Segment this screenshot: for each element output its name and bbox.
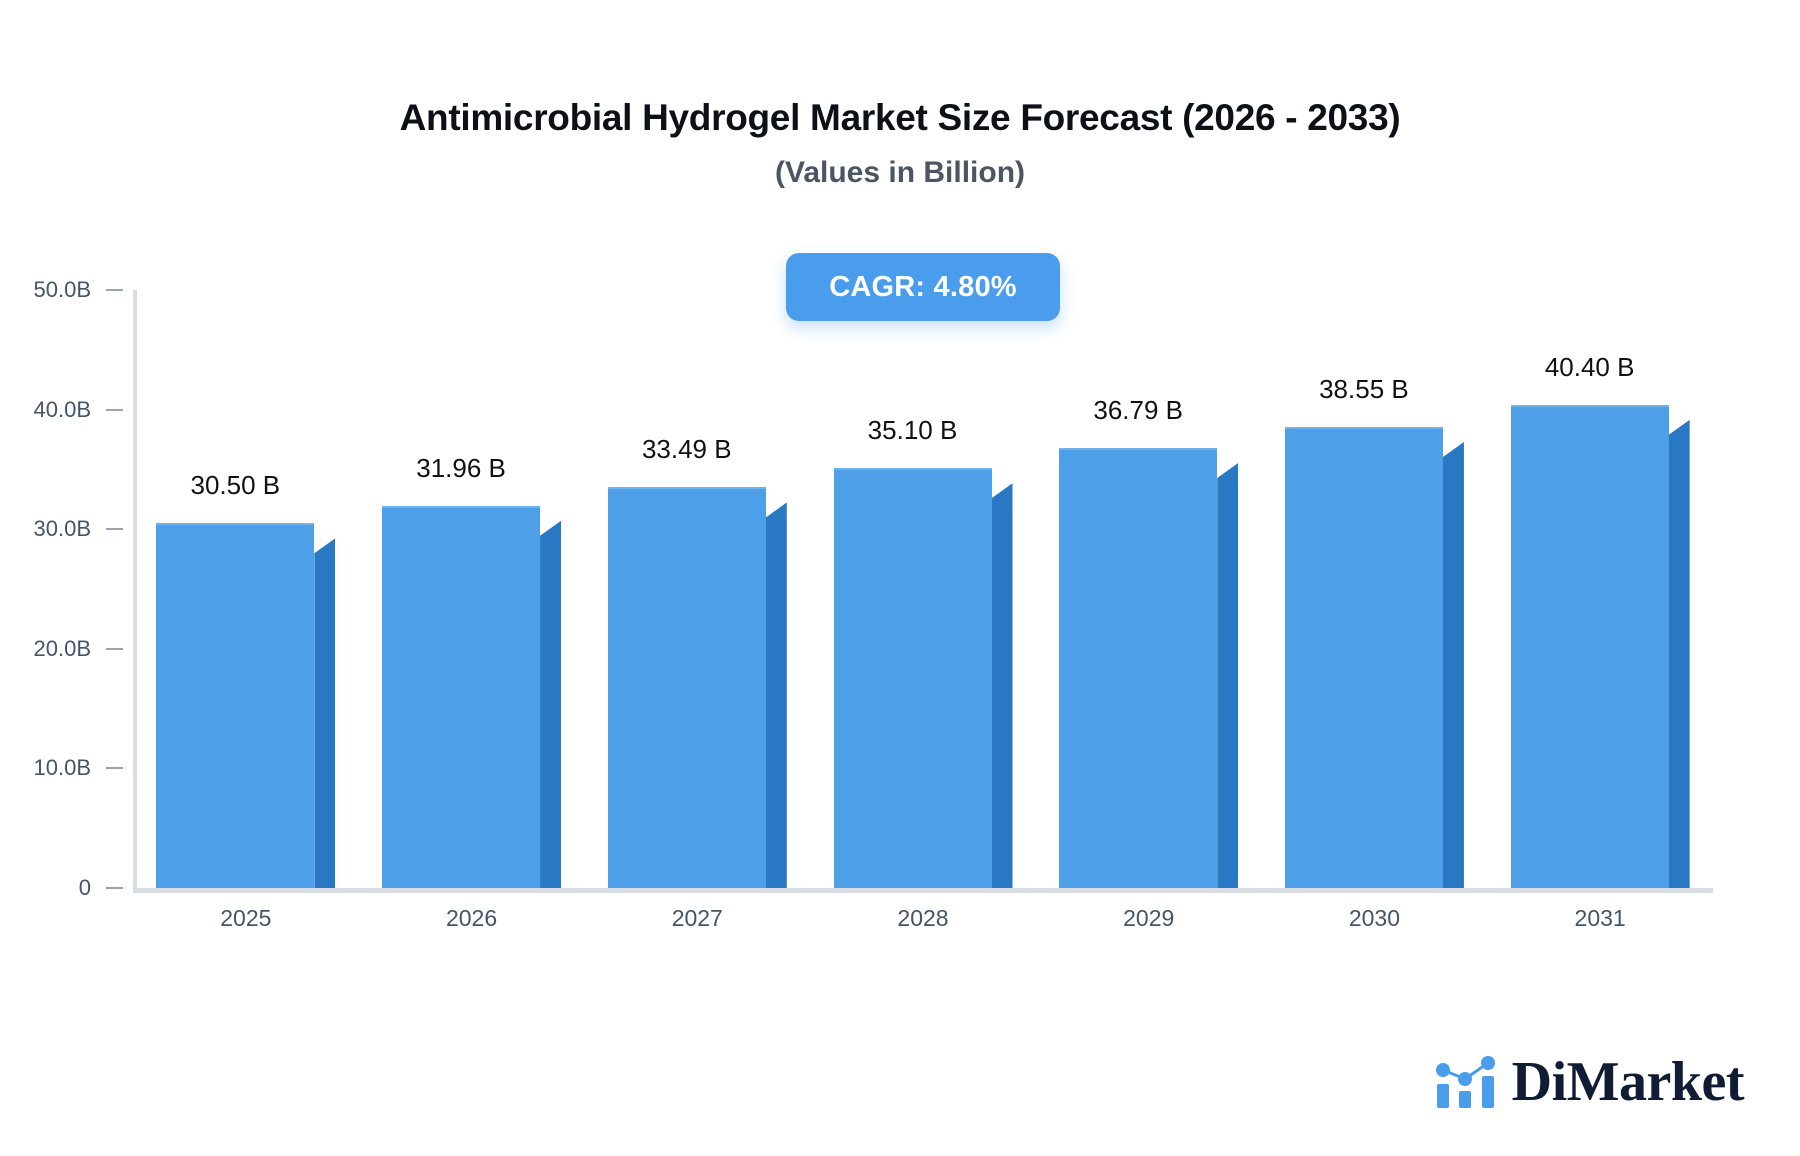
bar-group[interactable]: 36.79 B xyxy=(1059,290,1239,888)
bar[interactable] xyxy=(607,487,787,888)
cagr-badge: CAGR: 4.80% xyxy=(786,253,1060,321)
x-axis-line xyxy=(133,888,1713,893)
bar-front-face xyxy=(1059,448,1218,888)
bar-chart-icon xyxy=(1435,1056,1495,1108)
x-axis-label: 2026 xyxy=(445,905,498,931)
bar-group[interactable]: 30.50 B xyxy=(156,290,336,888)
bar-side-face xyxy=(540,520,562,888)
bar[interactable] xyxy=(1284,426,1464,888)
bar[interactable] xyxy=(382,505,562,888)
y-axis-tick-label: 50.0B xyxy=(33,277,92,302)
bar-side-face xyxy=(314,538,336,888)
bar-group[interactable]: 35.10 B xyxy=(833,290,1013,888)
y-axis-tick-label: 20.0B xyxy=(33,635,92,661)
y-axis-tick: 40.0B xyxy=(0,396,128,422)
y-axis-tick: 30.0B xyxy=(0,516,128,542)
bar-group[interactable]: 31.96 B xyxy=(382,290,562,888)
y-axis-tick-label: 30.0B xyxy=(33,516,92,542)
bar-front-face xyxy=(1510,404,1669,888)
y-axis-line xyxy=(133,290,137,890)
y-axis-tick: 20.0B xyxy=(0,635,128,661)
bar-side-face xyxy=(765,502,787,888)
bar-group[interactable]: 40.40 B xyxy=(1510,290,1690,888)
bar-side-face xyxy=(991,483,1013,888)
y-axis-tick-mark xyxy=(106,647,123,650)
bar-front-face xyxy=(833,468,992,888)
x-axis-label: 2025 xyxy=(220,905,272,931)
bar-front-face xyxy=(607,487,766,888)
y-axis-tick: 50.0B xyxy=(0,277,128,302)
bar-side-face xyxy=(1668,419,1690,888)
y-axis-tick-mark xyxy=(106,767,123,770)
x-axis-label: 2030 xyxy=(1348,905,1400,931)
bar-value-label: 30.50 B xyxy=(190,470,281,501)
bar-value-label: 33.49 B xyxy=(641,434,732,465)
chart-header: Antimicrobial Hydrogel Market Size Forec… xyxy=(0,0,1800,190)
bar-value-label: 31.96 B xyxy=(416,452,506,483)
bar-value-label: 38.55 B xyxy=(1319,373,1409,404)
y-axis-tick-label: 0 xyxy=(78,875,91,900)
bar[interactable] xyxy=(156,523,336,888)
x-axis-label: 2027 xyxy=(671,905,723,931)
x-axis-label: 2031 xyxy=(1574,905,1626,931)
x-axis-label: 2029 xyxy=(1123,905,1175,931)
bar-group[interactable]: 38.55 B xyxy=(1284,290,1464,888)
page-title: Antimicrobial Hydrogel Market Size Forec… xyxy=(399,97,1401,138)
y-axis-tick-label: 40.0B xyxy=(33,396,92,422)
bar-front-face xyxy=(1284,426,1443,888)
y-axis-tick-label: 10.0B xyxy=(33,755,92,781)
y-axis-tick-mark xyxy=(106,408,123,411)
y-axis-tick: 10.0B xyxy=(0,755,128,781)
brand-name: DiMarket xyxy=(1511,1051,1745,1113)
bar-value-label: 40.40 B xyxy=(1544,351,1635,382)
bar-front-face xyxy=(382,505,541,888)
bar-value-label: 35.10 B xyxy=(867,415,958,446)
y-axis-tick: 0 xyxy=(0,875,128,900)
bar-side-face xyxy=(1442,441,1464,888)
y-axis-tick-mark xyxy=(106,528,123,531)
bar[interactable] xyxy=(833,468,1013,888)
chart-subtitle: (Values in Billion) xyxy=(774,155,1026,189)
bar-value-label: 36.79 B xyxy=(1093,395,1184,425)
y-axis-tick-mark xyxy=(106,887,123,889)
bar-side-face xyxy=(1217,463,1239,888)
x-axis-label: 2028 xyxy=(897,905,949,931)
brand-logo: DiMarket xyxy=(1435,1051,1745,1113)
bar-group[interactable]: 33.49 B xyxy=(607,290,787,888)
bar[interactable] xyxy=(1059,448,1239,888)
bar[interactable] xyxy=(1510,404,1690,888)
y-axis-tick-mark xyxy=(106,289,123,291)
bar-series: 30.50 B 31.96 B 33.49 B 35.10 B 36.79 B 38.55… xyxy=(133,290,1713,888)
bar-front-face xyxy=(156,523,315,888)
